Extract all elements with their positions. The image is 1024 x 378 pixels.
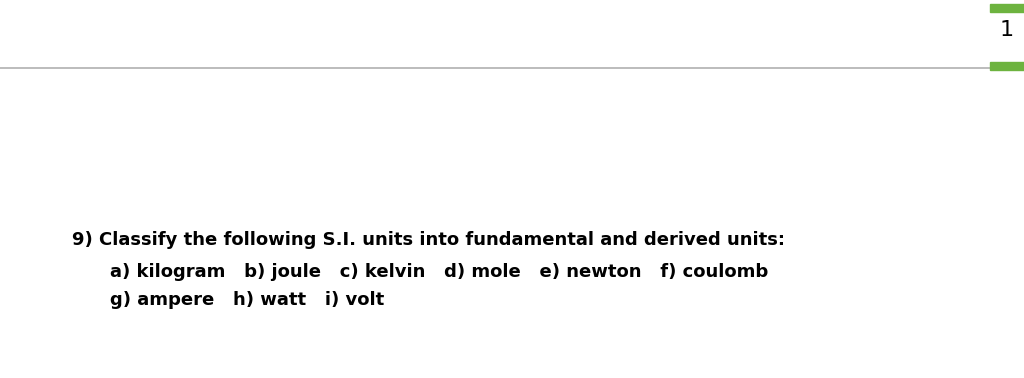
Text: g) ampere   h) watt   i) volt: g) ampere h) watt i) volt <box>110 291 384 309</box>
Text: 9) Classify the following S.I. units into fundamental and derived units:: 9) Classify the following S.I. units int… <box>72 231 785 249</box>
Text: a) kilogram   b) joule   c) kelvin   d) mole   e) newton   f) coulomb: a) kilogram b) joule c) kelvin d) mole e… <box>110 263 768 281</box>
Text: 1: 1 <box>1000 20 1014 40</box>
